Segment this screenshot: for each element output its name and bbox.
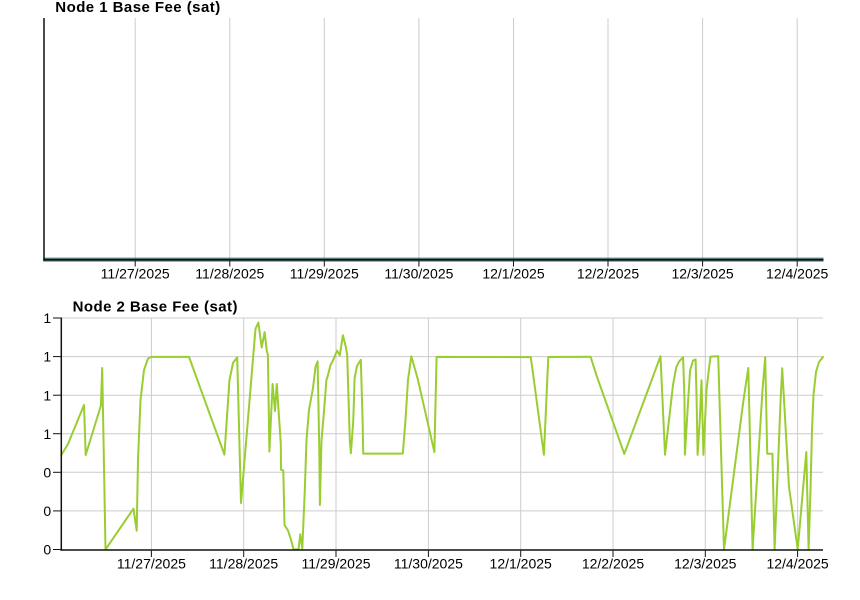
svg-text:0: 0 (43, 542, 51, 558)
svg-text:1: 1 (43, 310, 51, 326)
svg-text:12/2/2025: 12/2/2025 (577, 266, 639, 282)
svg-text:11/30/2025: 11/30/2025 (394, 556, 463, 572)
svg-text:11/27/2025: 11/27/2025 (117, 556, 186, 572)
svg-text:12/1/2025: 12/1/2025 (490, 556, 552, 572)
svg-text:11/27/2025: 11/27/2025 (101, 266, 170, 282)
svg-text:12/4/2025: 12/4/2025 (766, 266, 828, 282)
svg-text:11/28/2025: 11/28/2025 (209, 556, 278, 572)
svg-text:1: 1 (43, 387, 51, 403)
svg-text:12/3/2025: 12/3/2025 (671, 266, 733, 282)
svg-text:11/29/2025: 11/29/2025 (290, 266, 359, 282)
svg-text:11/28/2025: 11/28/2025 (195, 266, 264, 282)
svg-text:12/1/2025: 12/1/2025 (482, 266, 544, 282)
svg-text:Node 1 Base Fee (sat): Node 1 Base Fee (sat) (55, 0, 220, 16)
svg-text:12/4/2025: 12/4/2025 (766, 556, 828, 572)
svg-text:11/30/2025: 11/30/2025 (384, 266, 453, 282)
svg-text:12/2/2025: 12/2/2025 (582, 556, 644, 572)
svg-text:1: 1 (43, 426, 51, 442)
svg-text:11/29/2025: 11/29/2025 (301, 556, 370, 572)
svg-text:0: 0 (43, 503, 51, 519)
svg-text:Node 2 Base Fee (sat): Node 2 Base Fee (sat) (73, 299, 238, 316)
svg-text:1: 1 (43, 349, 51, 365)
svg-text:12/3/2025: 12/3/2025 (674, 556, 736, 572)
svg-text:0: 0 (43, 464, 51, 480)
